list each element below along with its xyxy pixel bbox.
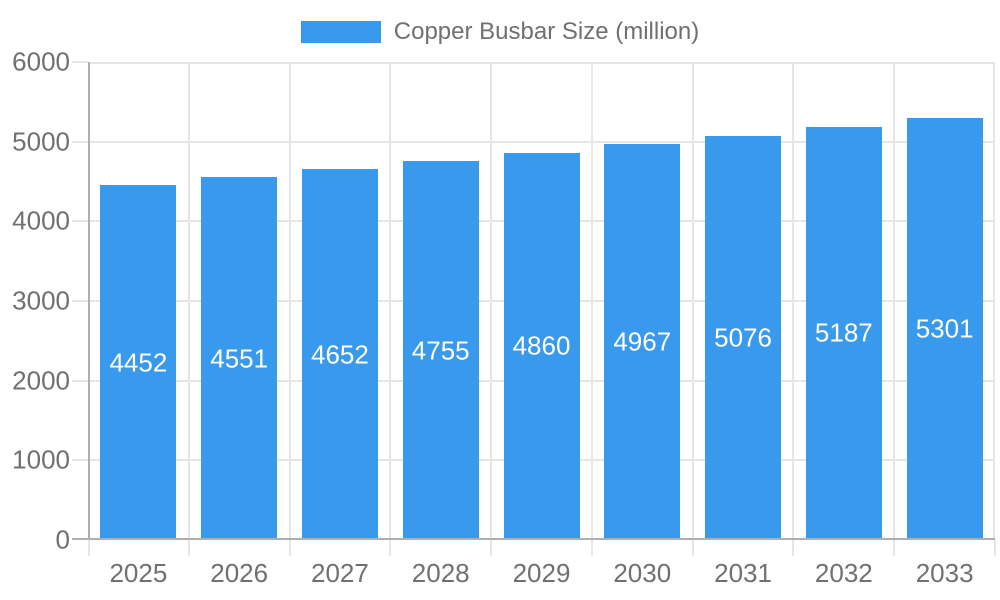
bar-value-label: 4967 — [613, 326, 672, 357]
legend-swatch-icon — [300, 21, 381, 43]
x-axis-tick — [490, 540, 493, 556]
legend-label: Copper Busbar Size (million) — [393, 18, 700, 45]
y-axis-tick — [72, 538, 88, 540]
vertical-gridline — [691, 62, 694, 540]
y-axis-tick — [72, 459, 88, 462]
bar-value-label: 4551 — [210, 343, 269, 374]
x-tick-label-2031: 2031 — [714, 558, 772, 588]
x-axis-tick — [389, 540, 392, 556]
y-tick-label: 4000 — [12, 205, 70, 236]
y-axis-tick — [72, 220, 88, 223]
bar-value-label: 5301 — [915, 313, 974, 344]
bar-2029[interactable]: 4860 — [503, 152, 580, 540]
bar-2030[interactable]: 4967 — [604, 144, 681, 540]
vertical-gridline — [993, 62, 995, 540]
x-axis-tick — [792, 540, 795, 556]
bar-value-label: 4452 — [109, 347, 168, 378]
x-axis-tick — [288, 540, 291, 556]
y-axis-tick — [72, 300, 88, 302]
y-tick-label: 6000 — [12, 46, 70, 77]
x-axis-tick — [88, 540, 90, 556]
x-axis-line — [88, 538, 995, 540]
x-axis-tick — [590, 540, 593, 556]
y-tick-label: 3000 — [12, 285, 70, 316]
y-tick-label: 0 — [55, 524, 70, 555]
vertical-gridline — [490, 62, 493, 540]
x-tick-label-2025: 2025 — [109, 558, 168, 588]
vertical-gridline — [590, 62, 593, 540]
bar-2026[interactable]: 4551 — [201, 177, 278, 540]
bar-2033[interactable]: 5301 — [906, 117, 983, 540]
plot-area: 4452 4551 4652 4755 4860 4967 5076 5187 5301 — [88, 62, 995, 540]
y-tick-label: 2000 — [12, 365, 70, 396]
x-tick-label-2027: 2027 — [311, 558, 369, 588]
bar-2025[interactable]: 4452 — [100, 185, 177, 540]
x-tick-label-2032: 2032 — [814, 558, 873, 588]
x-tick-label-2026: 2026 — [210, 558, 269, 588]
bar-value-label: 5076 — [714, 322, 772, 353]
vertical-gridline — [792, 62, 795, 540]
y-axis-tick — [72, 140, 88, 143]
x-tick-label-2029: 2029 — [512, 558, 571, 588]
vertical-gridline — [389, 62, 392, 540]
bar-2032[interactable]: 5187 — [805, 126, 882, 540]
vertical-gridline — [288, 62, 291, 540]
bar-2031[interactable]: 5076 — [705, 135, 782, 540]
y-axis-tick — [72, 61, 88, 63]
y-axis-line — [88, 62, 90, 540]
x-tick-label-2030: 2030 — [613, 558, 672, 588]
vertical-gridline — [187, 62, 190, 540]
y-tick-label: 5000 — [12, 126, 70, 157]
x-tick-label-2028: 2028 — [411, 558, 470, 588]
x-axis-tick — [691, 540, 694, 556]
y-axis-tick — [72, 379, 88, 382]
y-tick-label: 1000 — [12, 444, 70, 475]
x-axis-tick — [893, 540, 896, 556]
bar-value-label: 4652 — [311, 339, 369, 370]
bar-value-label: 4755 — [411, 335, 470, 366]
chart-legend[interactable]: Copper Busbar Size (million) — [0, 10, 1000, 54]
bar-2027[interactable]: 4652 — [301, 169, 378, 540]
horizontal-gridline — [88, 140, 995, 143]
x-axis-tick — [187, 540, 190, 556]
horizontal-gridline — [88, 62, 995, 64]
bar-2028[interactable]: 4755 — [402, 161, 479, 540]
bar-value-label: 4860 — [512, 330, 571, 361]
bar-value-label: 5187 — [814, 317, 873, 348]
x-axis-tick — [994, 540, 996, 556]
x-tick-label-2033: 2033 — [915, 558, 974, 588]
vertical-gridline — [893, 62, 896, 540]
